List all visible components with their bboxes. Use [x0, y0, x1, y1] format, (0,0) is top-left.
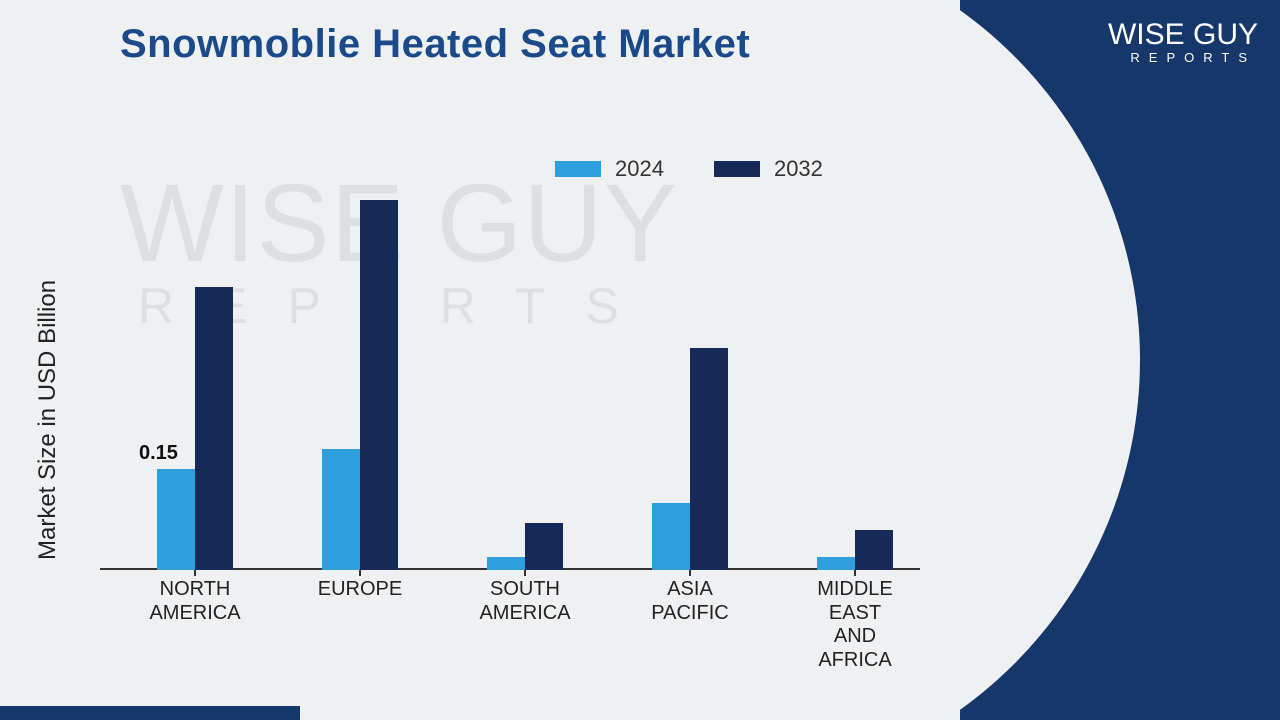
bar-pair: [487, 523, 563, 570]
brand-logo: WISE GUY REPORTS: [1108, 18, 1258, 65]
bar-pair: [157, 287, 233, 570]
value-label: 0.15: [139, 442, 178, 465]
legend-swatch-2024: [555, 161, 601, 177]
bar: [817, 557, 855, 570]
bar: [525, 523, 563, 570]
bar: [195, 287, 233, 570]
bar-pair: [322, 200, 398, 570]
chart-card: Snowmoblie Heated Seat Market WISE GUY R…: [0, 0, 1280, 720]
bar: [487, 557, 525, 570]
chart-plot-area: NORTHAMERICAEUROPESOUTHAMERICAASIAPACIFI…: [100, 200, 920, 570]
bar: [652, 503, 690, 570]
footer-strip: [0, 706, 300, 720]
bar: [360, 200, 398, 570]
bar: [855, 530, 893, 570]
category-label: SOUTHAMERICA: [455, 578, 595, 625]
bar: [157, 469, 195, 570]
legend-swatch-2032: [714, 161, 760, 177]
brand-line2: REPORTS: [1108, 50, 1258, 65]
legend-item-2024: 2024: [555, 156, 664, 182]
brand-line1a: WISE: [1108, 18, 1185, 51]
bar-pair: [652, 348, 728, 570]
bar: [690, 348, 728, 570]
legend-label-2024: 2024: [615, 156, 664, 182]
category-label: ASIAPACIFIC: [620, 578, 760, 625]
chart-title: Snowmoblie Heated Seat Market: [120, 22, 750, 67]
brand-line1b: GUY: [1193, 18, 1258, 51]
legend: 2024 2032: [555, 156, 823, 182]
category-label: MIDDLEEASTANDAFRICA: [785, 578, 925, 672]
bar-pair: [817, 530, 893, 570]
category-label: NORTHAMERICA: [125, 578, 265, 625]
category-label: EUROPE: [290, 578, 430, 602]
legend-label-2032: 2032: [774, 156, 823, 182]
legend-item-2032: 2032: [714, 156, 823, 182]
y-axis-label: Market Size in USD Billion: [34, 280, 62, 560]
bar: [322, 449, 360, 570]
